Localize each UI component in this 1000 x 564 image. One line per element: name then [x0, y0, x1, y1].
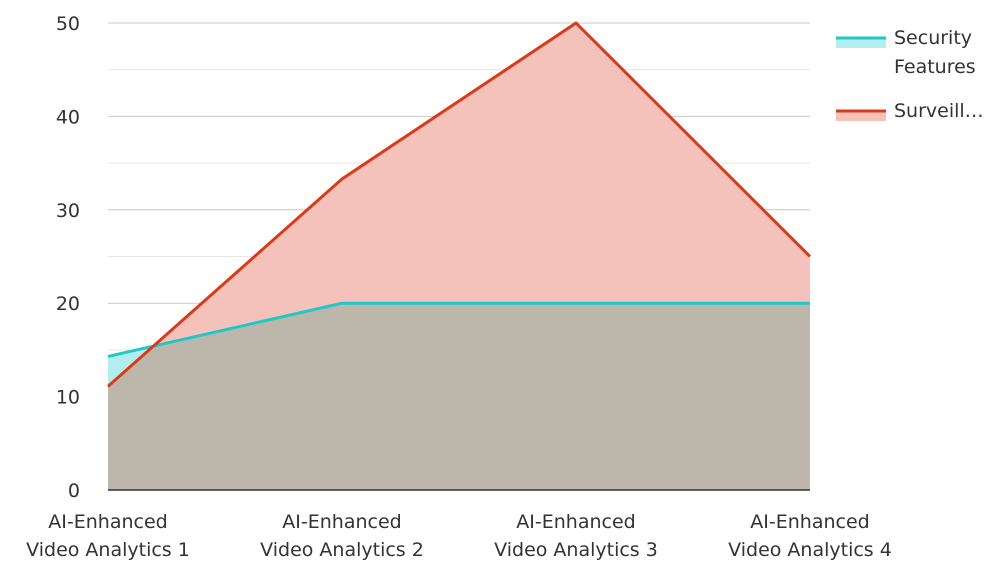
- y-tick-label: 20: [56, 293, 80, 315]
- legend: Security Features Surveill…: [836, 27, 984, 122]
- legend-swatch-fill-1: [836, 38, 886, 48]
- area-layer: [108, 23, 810, 490]
- line-security-features: [107, 301, 810, 358]
- y-tick-label: 10: [56, 387, 80, 409]
- x-category-label: AI-Enhanced Video Analytics 2: [260, 511, 424, 561]
- legend-label-1: Security Features: [894, 27, 976, 78]
- legend-label-2: Surveill…: [894, 100, 984, 122]
- x-category-label: AI-Enhanced Video Analytics 1: [26, 511, 190, 561]
- line-layer: [107, 21, 812, 388]
- line-surveillance: [107, 21, 812, 388]
- legend-swatch-fill-2: [836, 111, 886, 121]
- x-category-label: AI-Enhanced Video Analytics 4: [728, 511, 892, 561]
- x-category-label: AI-Enhanced Video Analytics 3: [494, 511, 658, 561]
- y-tick-label: 0: [68, 480, 80, 502]
- y-tick-label: 30: [56, 200, 80, 222]
- area-overlap: [108, 303, 810, 490]
- y-tick-label: 50: [56, 13, 80, 35]
- y-tick-label: 40: [56, 106, 80, 128]
- axis-layer: 0 10 20 30 40 50 AI-Enhanced Video Analytics 1 A…: [26, 13, 892, 561]
